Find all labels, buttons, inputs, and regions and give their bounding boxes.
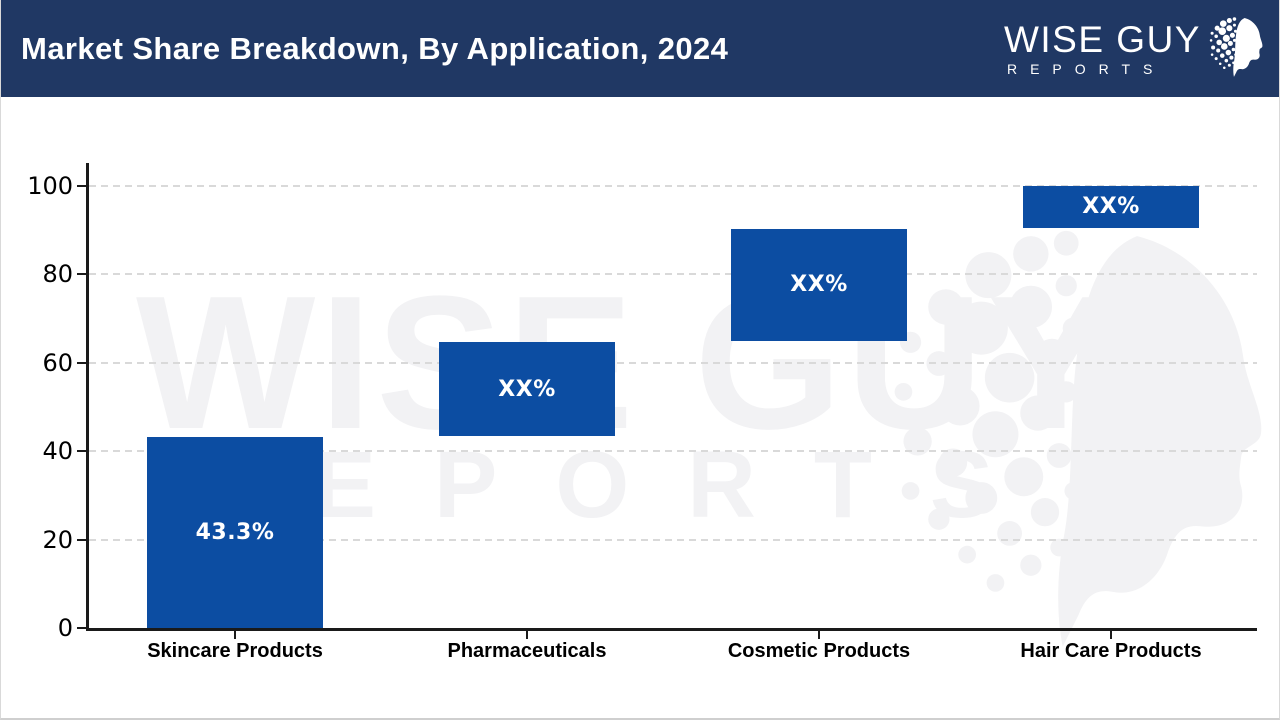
chart-title: Market Share Breakdown, By Application, … xyxy=(21,30,729,66)
y-gridline xyxy=(89,538,1257,541)
x-tick-mark xyxy=(1110,631,1112,639)
bar-pharmaceuticals: XX% xyxy=(439,342,615,437)
y-tick-label: 40 xyxy=(42,437,73,466)
bar-value-label: XX% xyxy=(498,376,556,402)
y-tick-mark xyxy=(77,450,86,453)
y-tick-mark xyxy=(77,627,86,629)
logo-wordmark: WISE GUY REPORTS xyxy=(1004,21,1201,76)
y-tick-label: 80 xyxy=(42,260,73,289)
x-tick-mark xyxy=(818,631,820,639)
x-category-label: Skincare Products xyxy=(147,640,323,662)
y-tick-mark xyxy=(77,273,86,276)
bar-hair-care-products: XX% xyxy=(1023,186,1199,228)
x-tick-mark xyxy=(234,631,236,639)
y-gridline xyxy=(89,450,1257,453)
x-category-label: Hair Care Products xyxy=(1020,640,1202,662)
x-category-label: Pharmaceuticals xyxy=(447,640,607,662)
bar-value-label: XX% xyxy=(790,272,848,298)
logo-wordmark-line1: WISE GUY xyxy=(1003,19,1201,60)
x-axis-line xyxy=(86,628,1257,631)
y-axis-line xyxy=(86,163,89,631)
y-tick-label: 100 xyxy=(27,172,73,200)
bar-skincare-products: 43.3% xyxy=(147,436,323,628)
y-tick-label: 60 xyxy=(42,348,73,377)
logo-head-icon xyxy=(1209,16,1263,77)
y-tick-mark xyxy=(77,185,86,187)
wise-guy-reports-logo: WISE GUY REPORTS xyxy=(1004,9,1279,89)
bar-value-label: 43.3% xyxy=(195,519,275,545)
x-tick-mark xyxy=(526,631,528,639)
y-tick-label: 0 xyxy=(57,614,73,642)
y-gridline xyxy=(89,361,1257,364)
logo-wordmark-line2: REPORTS xyxy=(1006,61,1166,77)
y-gridline xyxy=(89,185,1257,187)
bar-cosmetic-products: XX% xyxy=(731,228,907,342)
bar-value-label: XX% xyxy=(1082,194,1140,220)
header-bar: Market Share Breakdown, By Application, … xyxy=(1,0,1279,97)
x-category-label: Cosmetic Products xyxy=(727,640,911,662)
y-tick-label: 20 xyxy=(42,525,73,554)
y-tick-mark xyxy=(77,361,86,364)
y-tick-mark xyxy=(77,538,86,541)
y-gridline xyxy=(89,273,1257,276)
